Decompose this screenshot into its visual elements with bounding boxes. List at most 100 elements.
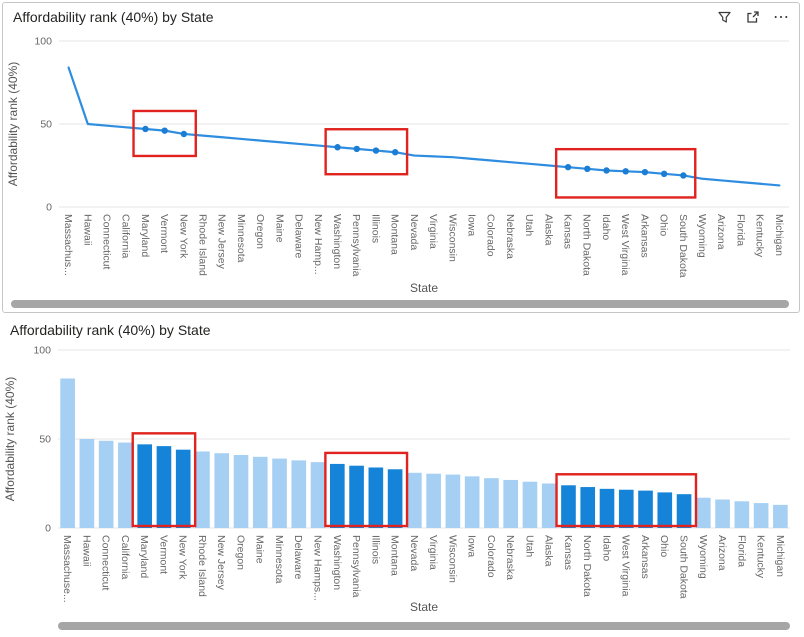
bar[interactable] <box>329 463 345 528</box>
x-category-label: Massachuse... <box>61 535 73 603</box>
bar[interactable] <box>60 378 75 528</box>
bar[interactable] <box>618 489 634 528</box>
x-category-label: New Hamp... <box>312 214 324 275</box>
data-point-marker[interactable] <box>603 167 610 174</box>
x-category-label: West Virginia <box>620 535 632 597</box>
x-category-label: South Dakota <box>677 535 689 599</box>
y-tick-label: 50 <box>40 119 52 131</box>
bar[interactable] <box>233 455 249 528</box>
x-category-label: California <box>119 535 131 580</box>
bar[interactable] <box>368 467 384 528</box>
x-category-label: Minnesota <box>235 214 247 263</box>
bar[interactable] <box>349 465 364 528</box>
data-point-marker[interactable] <box>372 147 380 154</box>
data-point-marker[interactable] <box>622 168 629 175</box>
x-category-label: Hawaii <box>80 535 92 567</box>
data-point-marker[interactable] <box>660 170 668 177</box>
bar[interactable] <box>426 473 441 528</box>
x-category-label: Alaska <box>543 535 555 567</box>
bar[interactable] <box>522 481 538 528</box>
x-category-label: New Jersey <box>216 214 228 270</box>
bar[interactable] <box>599 488 615 528</box>
bar[interactable] <box>156 446 172 528</box>
data-point-marker[interactable] <box>353 145 360 153</box>
data-point-marker[interactable] <box>142 125 149 133</box>
x-category-label: Rhode Island <box>197 214 209 276</box>
data-point-marker[interactable] <box>641 168 649 176</box>
x-category-label: Nevada <box>408 214 420 250</box>
line-chart: 0 50 100 Affordability rank (40%) Massachus.… <box>6 36 789 295</box>
focus-mode-icon[interactable] <box>745 10 760 25</box>
bar[interactable] <box>98 440 114 528</box>
bar[interactable] <box>715 499 730 528</box>
bar[interactable] <box>310 462 326 528</box>
x-category-label: Maryland <box>139 214 151 257</box>
bar[interactable] <box>657 492 673 528</box>
horizontal-scrollbar[interactable] <box>11 300 789 308</box>
bar[interactable] <box>638 490 653 528</box>
x-category-label: Ohio <box>658 535 670 557</box>
x-category-label: Illinois <box>369 214 381 243</box>
y-tick-label: 0 <box>46 202 52 214</box>
x-category-label: Minnesota <box>273 535 285 584</box>
bar[interactable] <box>407 472 422 528</box>
bar[interactable] <box>464 476 480 528</box>
bar[interactable] <box>195 451 210 528</box>
highlight-box <box>554 147 697 199</box>
x-category-label: Wyoming <box>696 214 708 258</box>
x-category-label: Kentucky <box>755 535 767 579</box>
highlight-box <box>132 109 197 158</box>
bar[interactable] <box>79 439 95 528</box>
visual-title: Affordability rank (40%) by State <box>13 9 214 25</box>
more-options-icon[interactable]: ⋯ <box>773 8 789 26</box>
x-category-label: Michigan <box>773 214 785 256</box>
highlight-box <box>324 128 409 176</box>
bar[interactable] <box>175 449 191 528</box>
bar[interactable] <box>291 460 307 528</box>
x-category-label: Connecticut <box>100 214 112 270</box>
bar[interactable] <box>503 479 519 528</box>
x-category-label: Pennsylvania <box>350 214 362 277</box>
x-category-label: New Jersey <box>215 535 227 591</box>
highlight-box <box>131 432 197 528</box>
bar[interactable] <box>118 442 133 528</box>
bar[interactable] <box>541 483 557 529</box>
x-axis-title: State <box>410 600 438 614</box>
x-category-label: Idaho <box>600 214 612 240</box>
bar[interactable] <box>272 458 287 528</box>
data-point-marker[interactable] <box>161 127 168 134</box>
x-category-label: Arizona <box>716 535 728 571</box>
bar[interactable] <box>387 469 403 528</box>
bar[interactable] <box>695 497 711 528</box>
bar[interactable] <box>214 453 230 528</box>
bar[interactable] <box>773 504 788 528</box>
line-series[interactable] <box>67 66 781 187</box>
bar-chart: 0 50 100 Affordability rank (40%) Massachuse… <box>3 345 790 614</box>
y-axis-title: Affordability rank (40%) <box>3 377 17 502</box>
bar[interactable] <box>753 503 769 528</box>
data-point-marker[interactable] <box>584 165 591 173</box>
bar[interactable] <box>445 474 461 528</box>
bar[interactable] <box>484 478 499 528</box>
highlight-box <box>555 473 698 528</box>
horizontal-scrollbar[interactable] <box>58 622 790 630</box>
x-category-label: North Dakota <box>581 214 593 276</box>
filter-icon[interactable] <box>717 10 732 25</box>
data-point-marker[interactable] <box>564 163 572 171</box>
x-category-label: Wisconsin <box>446 535 458 583</box>
data-point-marker[interactable] <box>391 149 399 156</box>
bar[interactable] <box>137 444 153 528</box>
data-point-marker[interactable] <box>180 130 188 138</box>
x-category-label: Alaska <box>542 214 554 246</box>
x-category-label: Ohio <box>658 214 670 236</box>
x-category-label: New York <box>177 535 189 580</box>
data-point-marker[interactable] <box>680 172 687 179</box>
bar[interactable] <box>676 494 692 528</box>
bar[interactable] <box>580 487 596 528</box>
bar[interactable] <box>252 456 268 528</box>
bar[interactable] <box>561 485 576 528</box>
data-point-marker[interactable] <box>334 144 341 151</box>
bar[interactable] <box>734 501 750 528</box>
y-tick-label: 100 <box>34 36 52 48</box>
x-category-label: Virginia <box>427 214 439 249</box>
